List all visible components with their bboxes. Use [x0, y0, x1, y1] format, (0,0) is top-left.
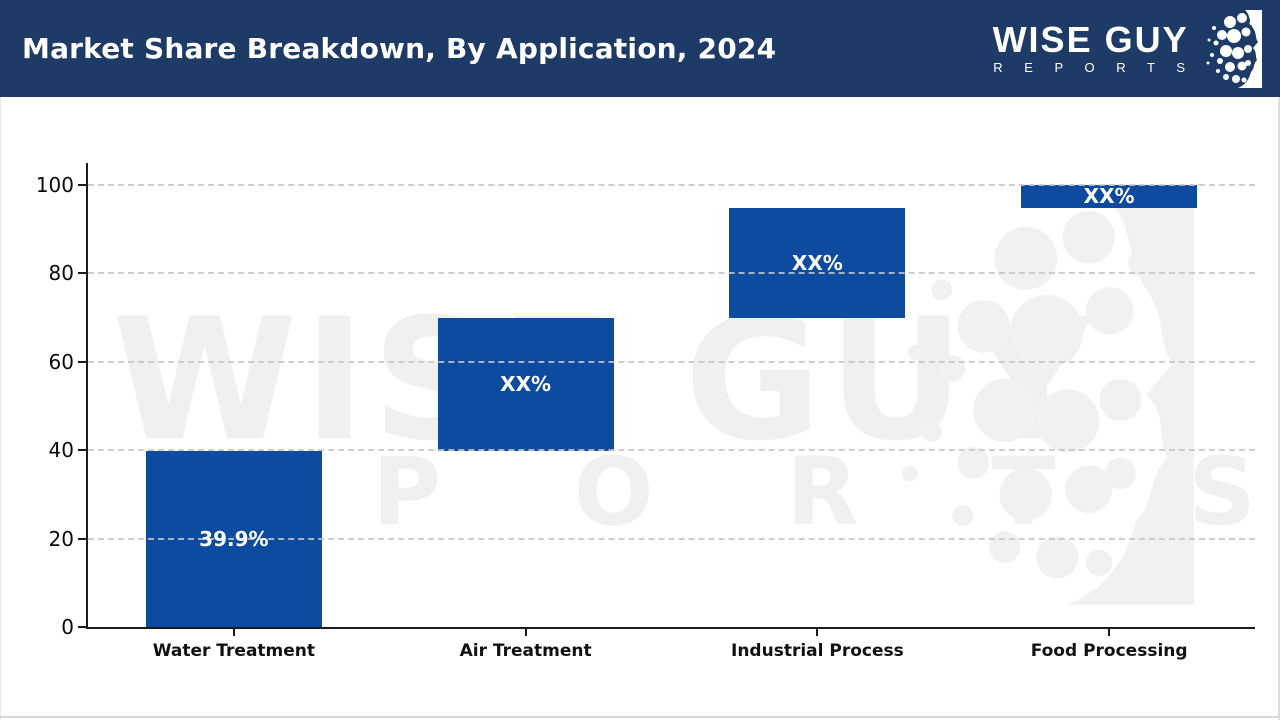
y-tick-label: 0: [61, 615, 74, 639]
x-tick-mark: [816, 627, 819, 636]
gridline-100: [88, 184, 1255, 186]
y-tick-label: 20: [48, 526, 74, 551]
x-tick-label-food-processing: Food Processing: [1030, 641, 1188, 661]
x-axis-line: [86, 627, 1255, 629]
bar-air-treatment: [437, 318, 614, 451]
logo-wiseguy-text: WISE GUY: [992, 19, 1189, 60]
y-tick-mark: [78, 626, 87, 628]
y-tick-mark: [78, 360, 87, 363]
bar-value-label: XX%: [1083, 184, 1135, 209]
gridline-80: [88, 272, 1255, 275]
right-edge-hairline: [1278, 97, 1280, 720]
y-tick-mark: [78, 184, 87, 186]
watermark-reports: P O R T S: [372, 438, 1280, 547]
y-tick-mark: [78, 449, 87, 452]
header-band: Market Share Breakdown, By Application, …: [0, 0, 1280, 97]
y-tick-label: 80: [48, 261, 74, 286]
gridline-20: [88, 537, 1255, 540]
left-edge-hairline: [0, 97, 1, 720]
y-tick-mark: [78, 537, 87, 540]
logo-reports-text: R E P O R T S: [993, 60, 1194, 75]
gridline-40: [88, 449, 1255, 452]
y-axis-line: [86, 163, 88, 629]
bar-industrial-process: [729, 207, 906, 319]
watermark-face-icon: [902, 195, 1194, 605]
y-tick-mark: [78, 272, 87, 275]
x-tick-label-industrial-process: Industrial Process: [731, 641, 904, 661]
page-title: Market Share Breakdown, By Application, …: [22, 32, 777, 65]
x-tick-mark: [1108, 627, 1111, 636]
x-tick-label-air-treatment: Air Treatment: [459, 641, 592, 661]
y-tick-label: 60: [48, 349, 74, 374]
x-tick-mark: [232, 627, 235, 636]
y-tick-label: 40: [48, 438, 74, 463]
dotted-face-profile-icon: [1206, 9, 1262, 88]
bar-value-label: XX%: [500, 372, 552, 397]
bottom-edge-hairline: [0, 716, 1280, 718]
wise-guy-reports-logo: WISE GUY R E P O R T S: [987, 9, 1262, 89]
bar-value-label: 39.9%: [199, 526, 269, 551]
x-tick-mark: [524, 627, 527, 636]
bar-value-label: XX%: [791, 250, 843, 275]
y-tick-label: 100: [35, 173, 74, 197]
x-tick-label-water-treatment: Water Treatment: [152, 641, 316, 661]
gridline-60: [88, 360, 1255, 363]
